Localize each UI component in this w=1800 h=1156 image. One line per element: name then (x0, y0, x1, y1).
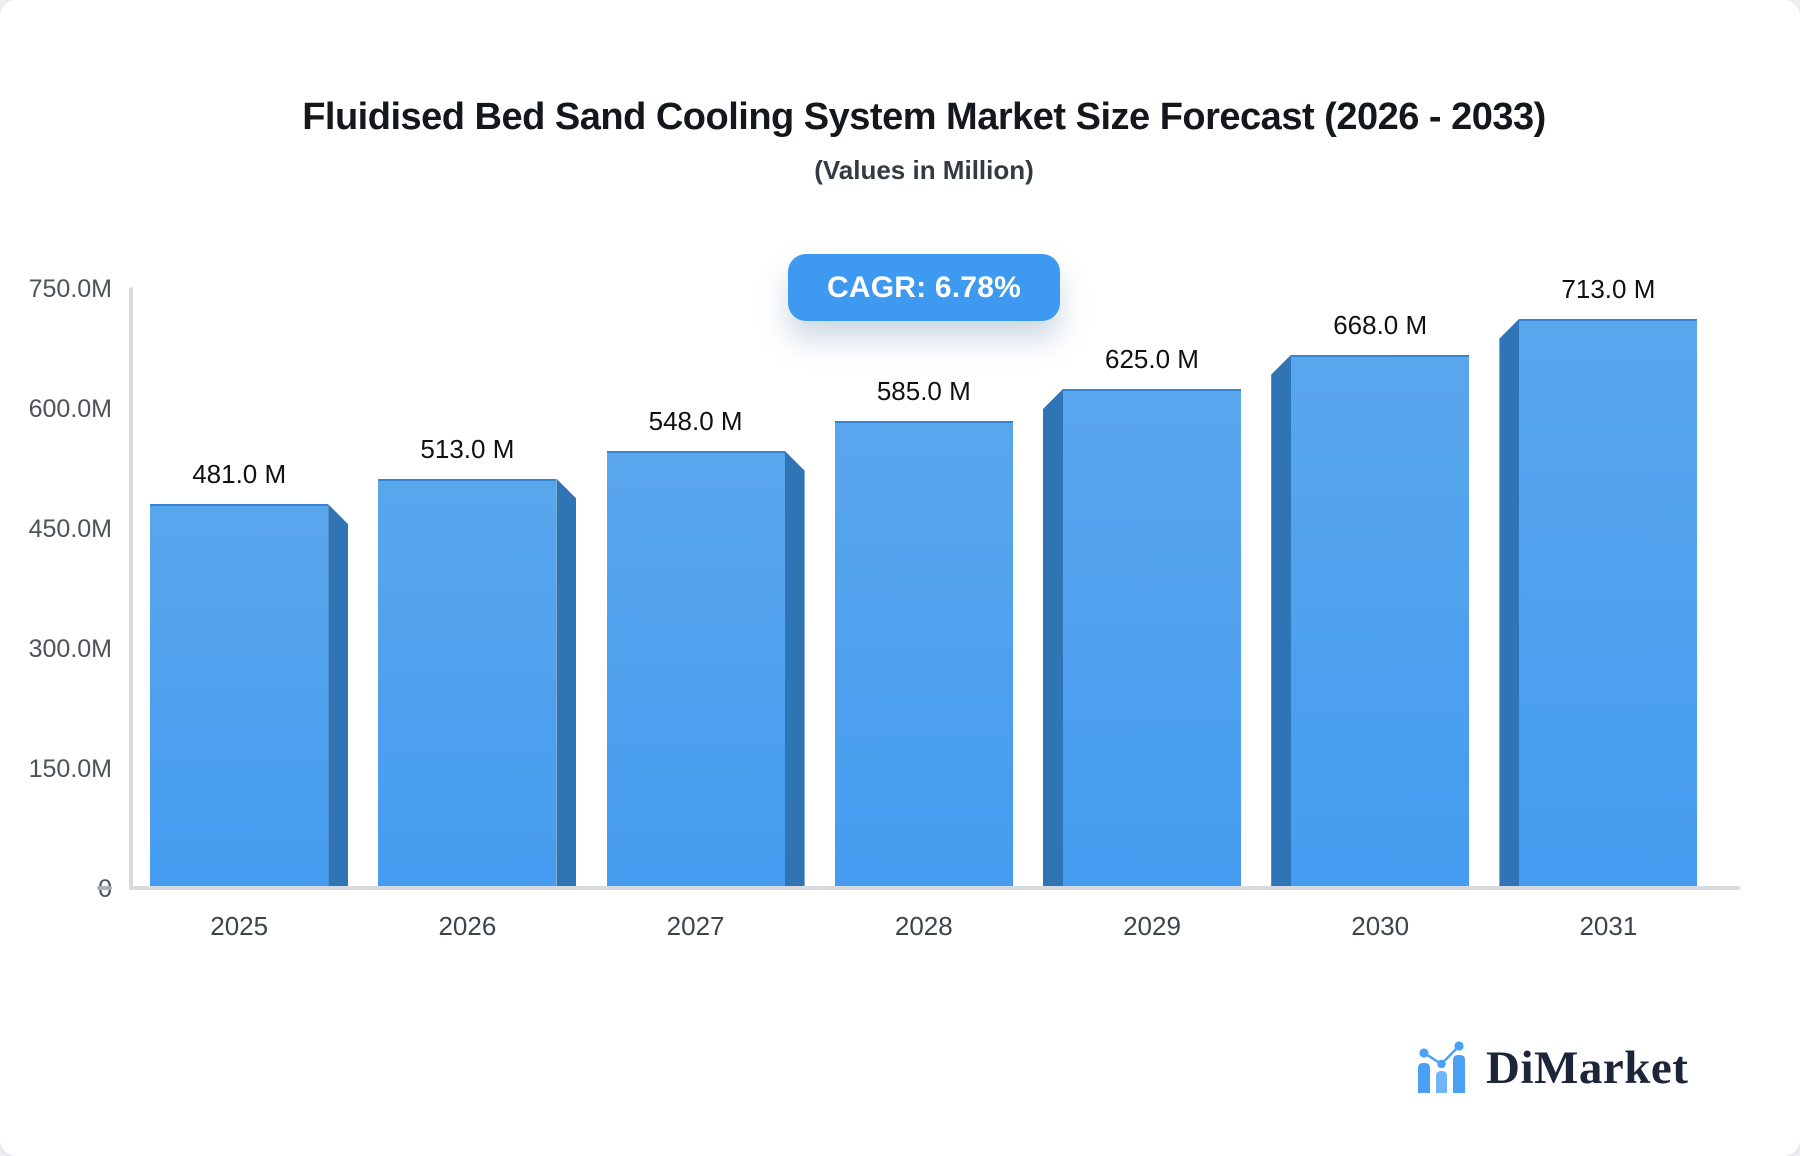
y-axis-zero-tick (97, 886, 112, 890)
x-axis-label-2031: 2031 (1579, 911, 1638, 941)
y-axis-tick-label: 150.0M (28, 755, 112, 783)
y-axis-tick-label: 0 (0, 872, 112, 906)
bar-side-2025 (328, 504, 349, 889)
bar-side-2031 (1499, 318, 1520, 889)
bar-2028[interactable] (834, 421, 1013, 889)
bar-side-2029 (1043, 389, 1063, 889)
dimarket-logo[interactable]: DiMarket (1416, 1032, 1688, 1094)
x-axis-label-2029: 2029 (1123, 911, 1181, 941)
bar-value-label-2026: 513.0 M (420, 433, 515, 464)
bar-value-label-2031: 713.0 M (1561, 273, 1656, 304)
bar-value-label-2029: 625.0 M (1105, 344, 1199, 374)
chart-header: Fluidised Bed Sand Cooling System Market… (131, 0, 1717, 186)
bar-value-label-2027: 548.0 M (648, 405, 743, 436)
chart-title: Fluidised Bed Sand Cooling System Market… (302, 96, 1546, 138)
y-axis-tick-label: 450.0M (28, 515, 112, 543)
bar-2029[interactable] (1063, 389, 1241, 889)
cagr-badge: CAGR: 6.78% (788, 254, 1060, 321)
bar-side-2027 (784, 450, 805, 889)
x-axis-label-2030: 2030 (1351, 911, 1410, 941)
chart-subtitle: (Values in Million) (814, 155, 1034, 185)
dimarket-logo-text: DiMarket (1486, 1042, 1689, 1094)
bar-value-label-2030: 668.0 M (1333, 309, 1428, 340)
y-axis-line (129, 287, 133, 889)
y-axis-tick-label: 300.0M (28, 635, 112, 663)
y-axis-tick-label: 750.0M (28, 275, 112, 303)
x-axis-baseline (129, 886, 1740, 890)
x-axis-label-2028: 2028 (894, 911, 953, 941)
bar-chart-logo-icon (1418, 1041, 1465, 1093)
y-axis-tick-label: 600.0M (28, 395, 112, 423)
bar-2027[interactable] (606, 450, 785, 889)
x-axis-label-2027: 2027 (666, 911, 725, 941)
bar-2025[interactable] (150, 504, 329, 889)
bar-2031[interactable] (1519, 318, 1698, 889)
bar-side-2030 (1271, 354, 1292, 889)
bar-value-label-2028: 585.0 M (876, 376, 971, 406)
x-axis-label-2025: 2025 (210, 911, 269, 941)
bar-side-2026 (556, 478, 577, 889)
cagr-badge-label: CAGR: 6.78% (827, 270, 1021, 304)
bar-2026[interactable] (378, 478, 557, 889)
x-axis-label-2026: 2026 (438, 911, 497, 941)
bar-value-label-2025: 481.0 M (192, 459, 287, 490)
bar-2030[interactable] (1291, 354, 1470, 889)
